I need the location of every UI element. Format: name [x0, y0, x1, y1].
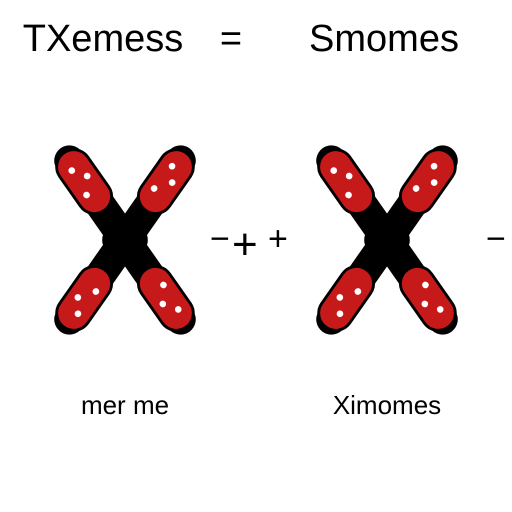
- title-left: TXemess: [0, 18, 206, 61]
- diagram-stage: TXemess = Smomes mer me Ximomes − + + −: [0, 0, 512, 512]
- operator-plus-center: +: [232, 220, 258, 270]
- caption-right: Ximomes: [292, 390, 482, 421]
- title-right: Smomes: [256, 18, 512, 61]
- chromosome-right: [292, 120, 482, 360]
- chromosome-left: [30, 120, 220, 360]
- operator-minus-far: −: [486, 220, 506, 259]
- title-equals: =: [206, 18, 256, 61]
- operator-plus-right: +: [268, 220, 288, 259]
- caption-left: mer me: [30, 390, 220, 421]
- operator-minus-left: −: [210, 220, 230, 259]
